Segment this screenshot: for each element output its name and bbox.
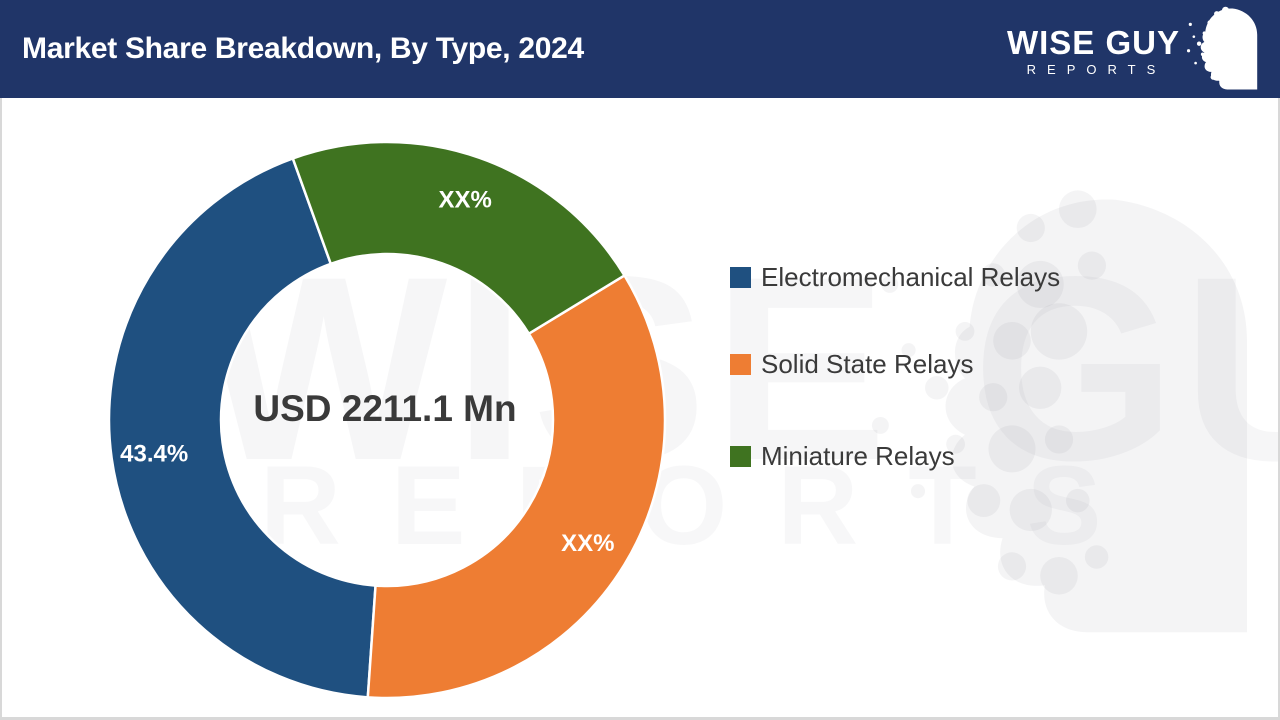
legend-label: Miniature Relays bbox=[761, 441, 955, 471]
brand-subname: REPORTS bbox=[1026, 62, 1167, 77]
legend-label: Electromechanical Relays bbox=[761, 262, 1061, 292]
face-profile-icon bbox=[1174, 5, 1270, 93]
brand-logo-text: WISE GUY REPORTS bbox=[1007, 26, 1180, 76]
chart-canvas: WISE GUY REPORTS 43.4%XX%XX% USD 2211.1 … bbox=[0, 98, 1280, 720]
legend-swatch-icon bbox=[730, 446, 751, 467]
legend-swatch-icon bbox=[730, 267, 751, 288]
slice-percentage-label: 43.4% bbox=[120, 440, 188, 467]
pie-slice-miniature-relays bbox=[291, 140, 626, 335]
legend-swatch-icon bbox=[730, 354, 751, 375]
header-bar: Market Share Breakdown, By Type, 2024 WI… bbox=[0, 0, 1280, 98]
legend-item-solid-state-relays: Solid State Relays bbox=[730, 349, 973, 380]
legend-item-electromechanical-relays: Electromechanical Relays bbox=[730, 262, 1060, 293]
pie-slice-electromechanical-relays bbox=[107, 157, 377, 699]
pie-slice-solid-state-relays bbox=[366, 274, 667, 700]
page-title: Market Share Breakdown, By Type, 2024 bbox=[22, 32, 584, 65]
legend-label: Solid State Relays bbox=[761, 349, 974, 379]
brand-logo: WISE GUY REPORTS bbox=[1007, 4, 1270, 94]
brand-name: WISE GUY bbox=[1006, 24, 1180, 61]
legend-item-miniature-relays: Miniature Relays bbox=[730, 441, 955, 472]
slice-percentage-label: XX% bbox=[439, 186, 492, 213]
chart-center-value: USD 2211.1 Mn bbox=[253, 388, 516, 429]
slice-percentage-label: XX% bbox=[561, 530, 614, 557]
donut-chart: 43.4% XX% XX% USD 2211.1 Mn bbox=[107, 140, 667, 700]
